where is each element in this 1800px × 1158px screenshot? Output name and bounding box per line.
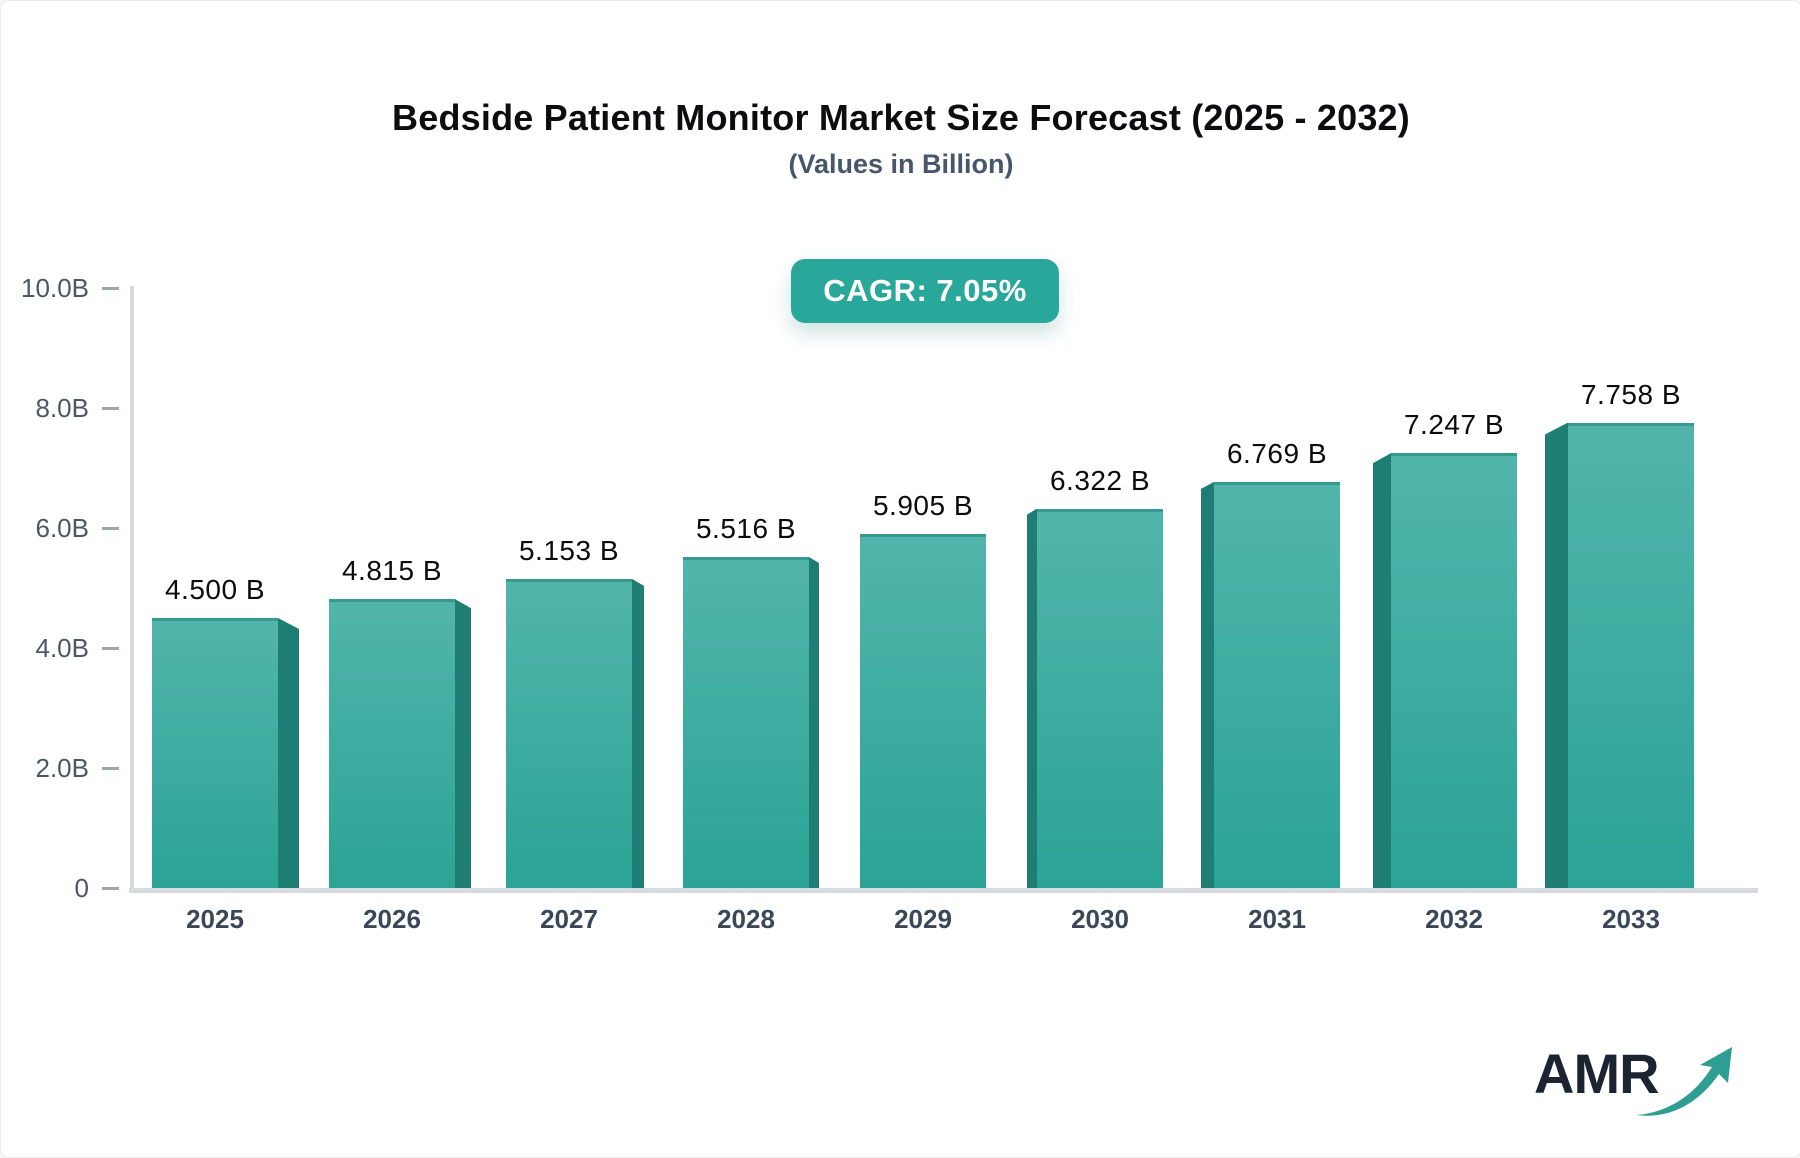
bar-value-label: 7.758 B: [1580, 378, 1682, 410]
y-axis-tick-mark: [102, 767, 119, 770]
bar-2030[interactable]: [1037, 508, 1163, 888]
bar-2033[interactable]: [1568, 422, 1694, 888]
x-axis-tick-label: 2032: [1425, 904, 1483, 934]
x-axis-tick-label: 2029: [894, 904, 952, 934]
chart-title: Bedside Patient Monitor Market Size Fore…: [392, 97, 1410, 138]
y-axis-line: [130, 286, 134, 890]
bar-side-face: [809, 557, 819, 888]
amr-logo-text: AMR: [1534, 1042, 1660, 1105]
bar-value-label: 4.815 B: [341, 555, 443, 587]
bar-2031[interactable]: [1214, 481, 1340, 888]
y-axis-tick-mark: [102, 647, 119, 650]
amr-logo: AMR: [1534, 1041, 1744, 1131]
cagr-badge: CAGR: 7.05%: [791, 259, 1059, 323]
bar-value-label: 5.905 B: [872, 489, 974, 521]
y-axis-tick-label: 8.0B: [35, 393, 90, 423]
bar-side-face: [1201, 481, 1214, 888]
bar-side-face: [632, 578, 644, 888]
y-axis-tick-mark: [102, 887, 119, 890]
bar-value-label: 6.322 B: [1049, 464, 1151, 496]
x-axis-tick-label: 2031: [1248, 904, 1306, 934]
x-axis-tick-label: 2027: [540, 904, 598, 934]
bar-side-face: [455, 599, 471, 888]
bar-2029[interactable]: [860, 533, 986, 888]
y-axis-tick-mark: [102, 287, 119, 290]
bar-side-face: [1027, 508, 1037, 888]
bar-side-face: [278, 618, 299, 888]
growth-arrow-icon: [1636, 1047, 1732, 1116]
y-axis-tick-label: 10.0B: [21, 273, 89, 303]
bar-value-label: 5.516 B: [695, 513, 797, 545]
x-axis-tick-label: 2025: [186, 904, 244, 934]
bar-side-face: [1545, 422, 1568, 888]
x-axis-tick-label: 2026: [363, 904, 421, 934]
x-axis-tick-label: 2028: [717, 904, 775, 934]
x-axis-tick-label: 2030: [1071, 904, 1129, 934]
y-axis-tick-label: 2.0B: [35, 753, 90, 783]
y-axis-tick-label: 4.0B: [35, 633, 90, 663]
x-axis-line: [129, 888, 1758, 893]
bar-2026[interactable]: [329, 599, 455, 888]
cagr-badge-label: CAGR: 7.05%: [823, 273, 1027, 308]
bar-value-label: 5.153 B: [518, 534, 620, 566]
bar-side-face: [1373, 453, 1391, 888]
y-axis-tick-mark: [102, 527, 119, 530]
bar-2032[interactable]: [1391, 453, 1517, 888]
x-axis-tick-label: 2033: [1602, 904, 1660, 934]
y-axis-tick-label: 6.0B: [35, 513, 90, 543]
chart-subtitle: (Values in Billion): [788, 149, 1014, 179]
bar-value-label: 7.247 B: [1403, 409, 1505, 441]
bar-value-label: 4.500 B: [164, 574, 266, 605]
bar-2025[interactable]: [152, 618, 278, 888]
bar-2028[interactable]: [683, 557, 809, 888]
y-axis-tick-label: 0: [74, 873, 89, 903]
y-axis-tick-mark: [102, 407, 119, 410]
bar-value-label: 6.769 B: [1226, 437, 1328, 469]
bar-2027[interactable]: [506, 578, 632, 888]
